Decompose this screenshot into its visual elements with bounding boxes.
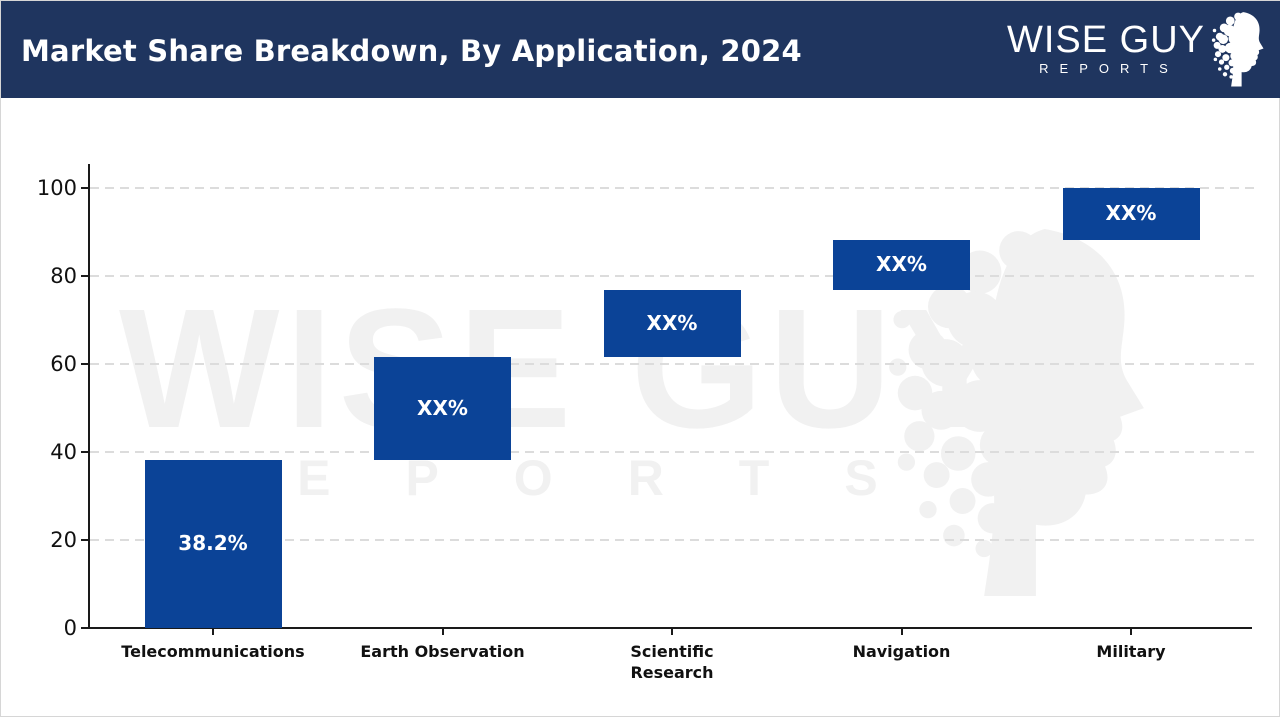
y-axis (88, 164, 90, 629)
bar-scientific-research: XX% (603, 290, 741, 358)
x-axis-label-scientific-research: Scientific Research (630, 642, 714, 682)
x-axis (88, 627, 1252, 629)
page-title: Market Share Breakdown, By Application, … (21, 34, 802, 68)
bar-value-label: XX% (876, 251, 927, 276)
bar-value-label: XX% (646, 310, 698, 335)
x-axis-label-telecommunications: Telecommunications (121, 642, 305, 661)
x-tick (900, 629, 903, 635)
x-tick (1130, 629, 1132, 635)
bar-value-label: XX% (417, 395, 468, 420)
y-tick-label: 80 (50, 264, 77, 288)
y-tick (81, 451, 88, 453)
gridline-100 (90, 187, 1254, 189)
bar-navigation: XX% (833, 239, 970, 291)
gridline-60 (90, 363, 1254, 365)
y-tick-label: 40 (50, 440, 77, 464)
y-tick-label: 100 (36, 176, 77, 200)
bar-earth-observation: XX% (374, 357, 511, 460)
y-tick-label: 20 (50, 528, 77, 552)
logo: WISE GUY REPORTS (1007, 9, 1267, 87)
x-axis-label-navigation: Navigation (852, 642, 951, 661)
y-tick (81, 187, 88, 189)
bar-military: XX% (1062, 188, 1200, 240)
x-tick (671, 629, 673, 635)
y-tick (81, 539, 88, 541)
gridline-40 (90, 451, 1254, 453)
logo-subtext: REPORTS (1039, 61, 1179, 76)
y-tick (81, 627, 88, 629)
logo-text: WISE GUY REPORTS (1007, 20, 1205, 76)
x-axis-label-military: Military (1096, 642, 1166, 661)
gridline-80 (90, 275, 1254, 277)
bar-value-label: 38.2% (178, 530, 248, 555)
y-tick (81, 275, 88, 277)
logo-head-icon (1211, 12, 1264, 87)
header: Market Share Breakdown, By Application, … (1, 1, 1280, 98)
x-tick (441, 629, 444, 635)
bar-value-label: XX% (1105, 200, 1157, 225)
x-tick (212, 629, 214, 635)
logo-wordmark: WISE GUY (1006, 19, 1205, 61)
y-tick-label: 60 (50, 352, 77, 376)
y-tick-label: 0 (63, 616, 77, 640)
bar-telecommunications: 38.2% (144, 459, 282, 628)
x-axis-label-earth-observation: Earth Observation (360, 642, 525, 661)
y-tick (81, 363, 88, 365)
gridline-20 (90, 539, 1254, 541)
